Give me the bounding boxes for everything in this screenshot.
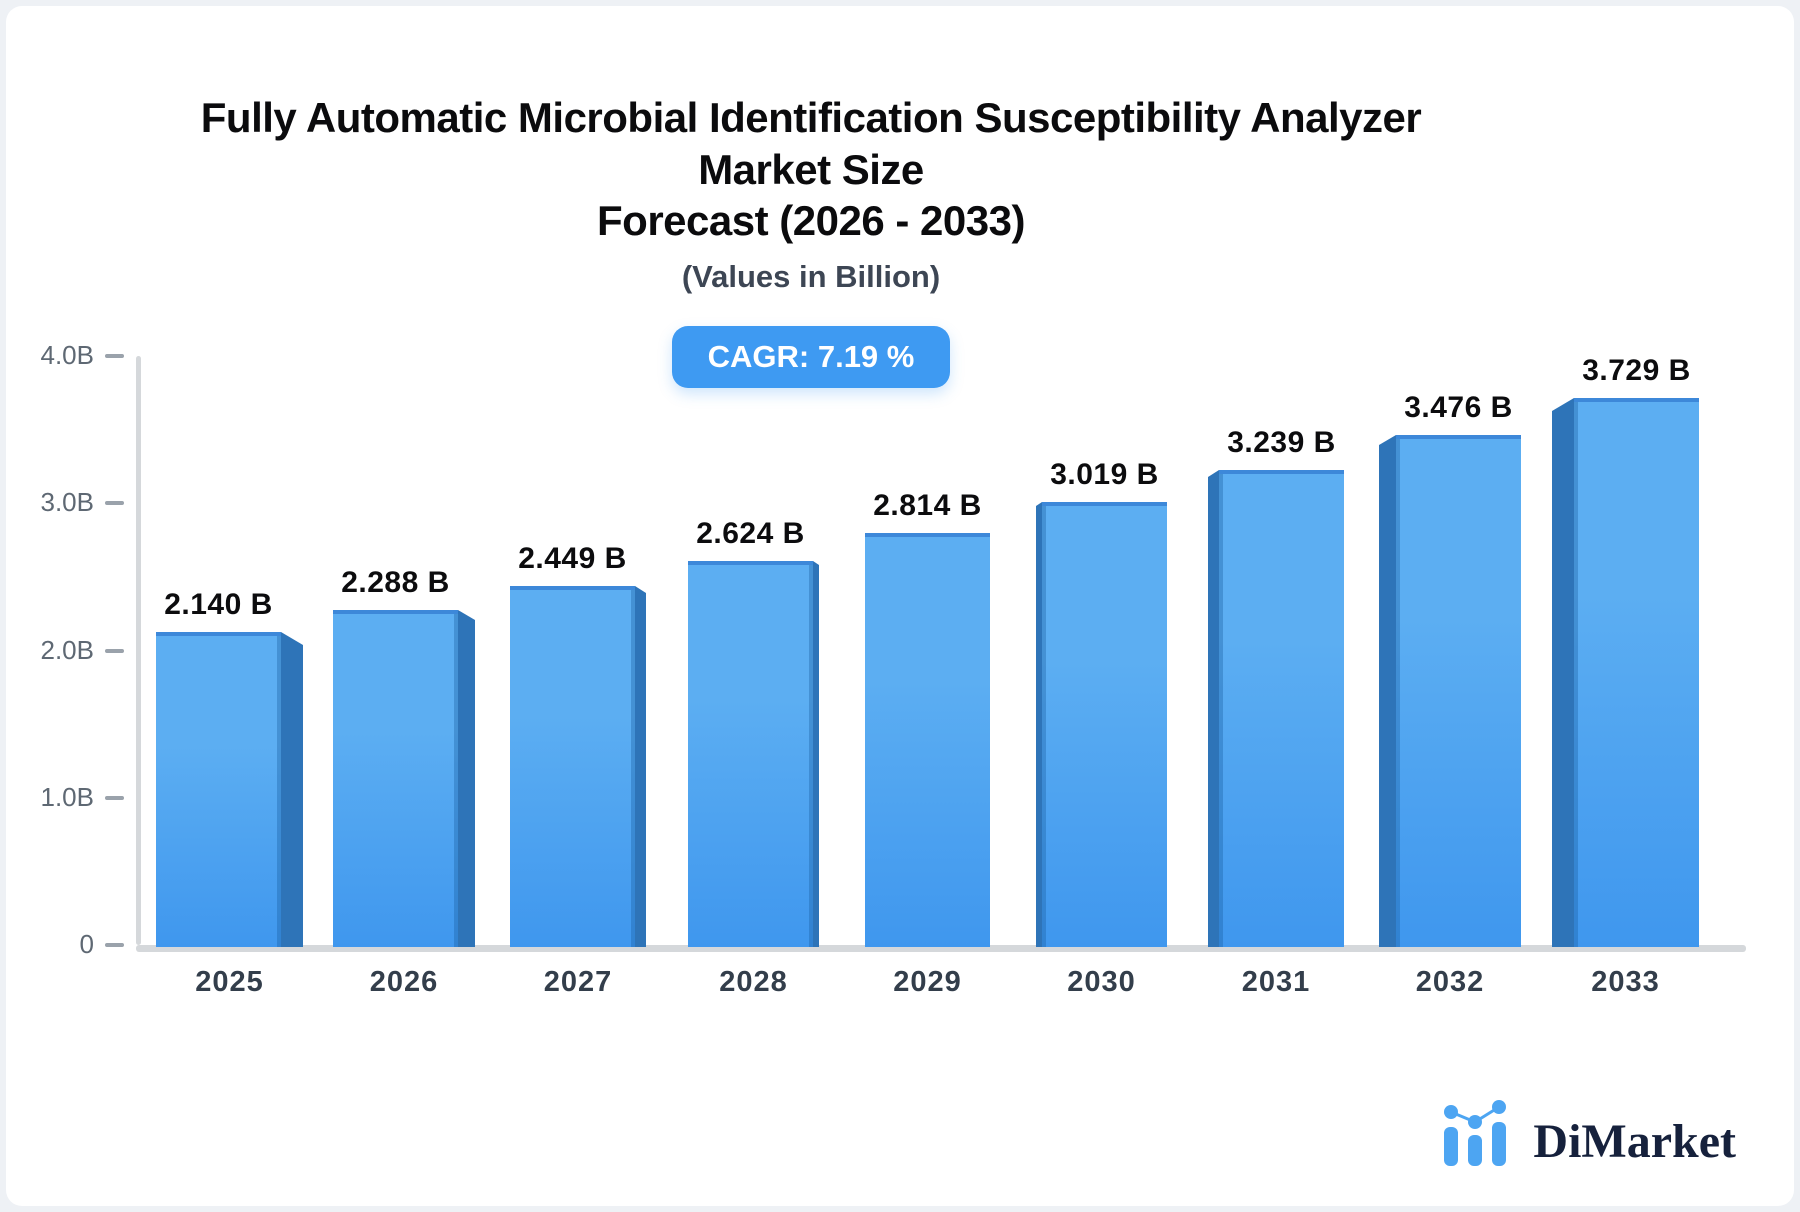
bar-side-face (1552, 398, 1574, 947)
bar-value-label: 3.239 B (1227, 426, 1336, 459)
bar-side-face (1036, 502, 1042, 947)
bar-value-label: 2.449 B (518, 542, 627, 575)
bar-2028 (688, 561, 813, 947)
bar-value-label: 2.624 B (696, 517, 805, 550)
bar-2031 (1219, 470, 1344, 947)
x-axis-label: 2029 (893, 966, 962, 998)
page-title: Fully Automatic Microbial Identification… (131, 92, 1491, 247)
y-axis-label: 1.0B (40, 781, 95, 812)
cagr-badge: CAGR: 7.19 % (671, 325, 951, 388)
y-axis-label: 0 (79, 929, 94, 959)
y-axis-tick (105, 648, 124, 653)
y-axis-label: 4.0B (40, 340, 95, 370)
y-axis-tick (105, 354, 124, 358)
x-axis-label: 2031 (1241, 966, 1311, 998)
bar-side-face (1208, 470, 1219, 947)
y-axis-line (136, 356, 141, 945)
x-axis-label: 2026 (369, 966, 439, 998)
bar-side-face (458, 610, 475, 947)
x-axis-label: 2025 (195, 966, 264, 998)
bar-value-label: 3.019 B (1050, 458, 1159, 491)
bar-side-face (1379, 435, 1396, 947)
chart-card: Fully Automatic Microbial Identification… (6, 6, 1794, 1206)
logo-text: DiMarket (1533, 1115, 1736, 1168)
bar-2029 (865, 533, 990, 947)
bar-side-face (635, 586, 646, 947)
y-axis-label: 3.0B (40, 487, 95, 518)
bar-2030 (1042, 502, 1167, 947)
bar-value-label: 2.288 B (341, 566, 450, 599)
bar-value-label: 3.476 B (1404, 391, 1513, 424)
dimarket-logo: DiMarket (1441, 1100, 1736, 1166)
bar-2026 (333, 610, 458, 947)
bar-2027 (510, 586, 635, 947)
bar-2032 (1396, 435, 1521, 947)
x-axis-label: 2027 (543, 966, 613, 998)
bar-chart-icon (1441, 1100, 1519, 1166)
x-axis-label: 2030 (1067, 966, 1136, 998)
x-axis-label: 2028 (719, 966, 788, 998)
bar-value-label: 2.140 B (164, 588, 273, 621)
bar-2033 (1574, 398, 1699, 947)
x-axis-line (136, 945, 1746, 952)
bar-side-face (281, 632, 303, 947)
bar-value-label: 3.729 B (1582, 354, 1691, 387)
page-subtitle: (Values in Billion) (681, 258, 941, 294)
title-line-2: Forecast (2026 - 2033) (597, 197, 1025, 245)
bar-value-label: 2.814 B (873, 489, 982, 522)
chart-header: Fully Automatic Microbial Identification… (6, 6, 1616, 388)
y-axis-tick (105, 501, 124, 506)
y-axis-tick (105, 943, 124, 947)
x-axis-label: 2033 (1591, 966, 1660, 998)
bar-side-face (813, 561, 819, 947)
x-axis-label: 2032 (1415, 966, 1485, 998)
bar-chart: 4.0B 3.0B 2.0B 1.0B 0 2.140 B 2025 2.288 B 2026 2… (6, 6, 1794, 1206)
y-axis-label: 2.0B (40, 634, 95, 665)
title-line-1: Fully Automatic Microbial Identification… (200, 94, 1422, 193)
bar-2025 (156, 632, 281, 947)
y-axis-tick (105, 795, 124, 800)
